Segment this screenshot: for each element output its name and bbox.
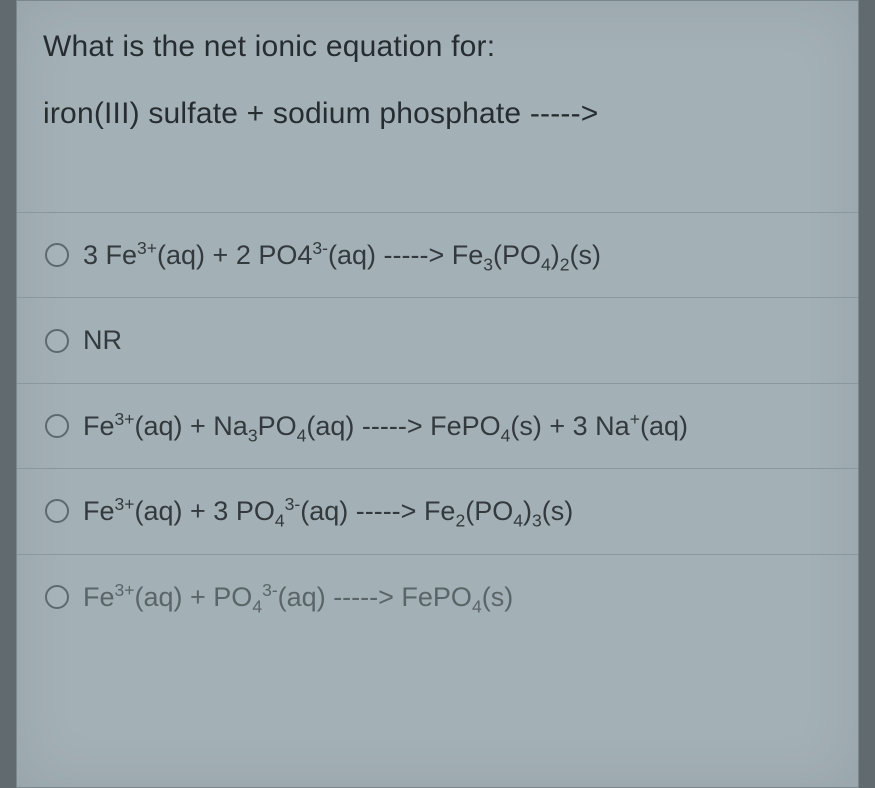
option-row-c[interactable]: Fe3+(aq) + Na3PO4(aq) -----> FePO4(s) + …: [17, 383, 858, 468]
question-card: What is the net ionic equation for: iron…: [16, 0, 859, 788]
option-text-e: Fe3+(aq) + PO43-(aq) -----> FePO4(s): [83, 581, 834, 613]
radio-icon[interactable]: [45, 329, 69, 353]
option-text-b: NR: [83, 324, 834, 356]
option-row-b[interactable]: NR: [17, 297, 858, 382]
options-list: 3 Fe3+(aq) + 2 PO43-(aq) -----> Fe3(PO4)…: [17, 212, 858, 653]
option-row-e[interactable]: Fe3+(aq) + PO43-(aq) -----> FePO4(s): [17, 554, 858, 653]
radio-icon[interactable]: [45, 499, 69, 523]
option-text-a: 3 Fe3+(aq) + 2 PO43-(aq) -----> Fe3(PO4)…: [83, 239, 834, 271]
option-row-d[interactable]: Fe3+(aq) + 3 PO43-(aq) -----> Fe2(PO4)3(…: [17, 468, 858, 553]
question-line-1: What is the net ionic equation for:: [43, 27, 832, 68]
question-stem: What is the net ionic equation for: iron…: [17, 1, 858, 152]
radio-icon[interactable]: [45, 585, 69, 609]
option-text-c: Fe3+(aq) + Na3PO4(aq) -----> FePO4(s) + …: [83, 410, 834, 442]
radio-icon[interactable]: [45, 243, 69, 267]
radio-icon[interactable]: [45, 414, 69, 438]
question-line-2: iron(III) sulfate + sodium phosphate ---…: [43, 94, 832, 135]
option-row-a[interactable]: 3 Fe3+(aq) + 2 PO43-(aq) -----> Fe3(PO4)…: [17, 212, 858, 297]
option-text-d: Fe3+(aq) + 3 PO43-(aq) -----> Fe2(PO4)3(…: [83, 495, 834, 527]
